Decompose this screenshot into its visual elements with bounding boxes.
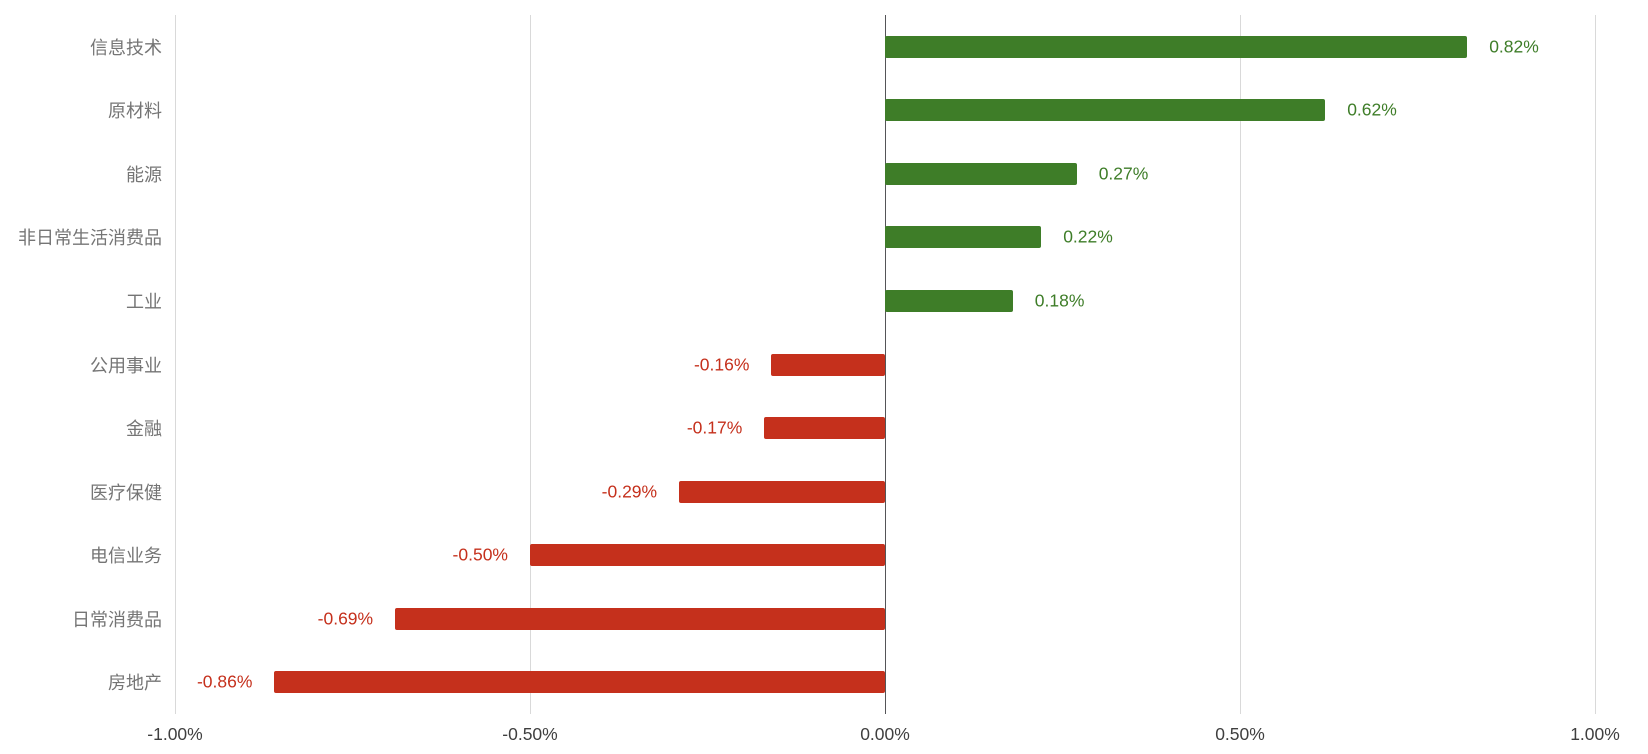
category-label: 金融 bbox=[126, 419, 162, 440]
negative-bar-11 bbox=[274, 671, 885, 694]
category-label: 原材料 bbox=[108, 101, 162, 122]
value-label: -0.50% bbox=[452, 544, 508, 565]
value-label: -0.17% bbox=[686, 417, 743, 438]
x-tick-label: 0.00% bbox=[860, 724, 910, 744]
positive-bar-5 bbox=[885, 289, 1013, 312]
value-label: -0.29% bbox=[601, 481, 658, 502]
category-label: 电信业务 bbox=[90, 546, 162, 567]
value-label: -0.69% bbox=[317, 608, 374, 629]
positive-bar-3 bbox=[885, 162, 1077, 185]
positive-bar-4 bbox=[885, 226, 1042, 249]
value-label: 0.62% bbox=[1347, 99, 1397, 120]
positive-bar-2 bbox=[885, 99, 1326, 122]
gridline bbox=[1594, 15, 1596, 714]
value-label: 0.22% bbox=[1063, 226, 1113, 247]
zero-baseline bbox=[884, 15, 886, 714]
category-label: 医疗保健 bbox=[90, 482, 162, 503]
negative-bar-8 bbox=[679, 480, 885, 503]
category-label: 工业 bbox=[126, 291, 162, 312]
category-label: 非日常生活消费品 bbox=[18, 228, 162, 249]
x-tick-label: 1.00% bbox=[1570, 724, 1620, 744]
negative-bar-10 bbox=[395, 607, 885, 630]
value-label: -0.16% bbox=[693, 354, 750, 374]
category-label: 日常消费品 bbox=[72, 609, 162, 630]
category-label: 信息技术 bbox=[90, 37, 162, 58]
category-label: 公用事业 bbox=[90, 355, 162, 376]
negative-bar-7 bbox=[764, 417, 885, 440]
negative-bar-6 bbox=[771, 353, 885, 376]
value-label: -0.86% bbox=[196, 671, 253, 692]
category-label: 能源 bbox=[126, 164, 162, 185]
gridline bbox=[174, 15, 176, 714]
gridline bbox=[529, 15, 531, 714]
x-tick-label: 0.50% bbox=[1215, 724, 1265, 744]
gridline bbox=[1239, 15, 1241, 714]
x-tick-label: -0.50% bbox=[502, 724, 558, 744]
positive-bar-1 bbox=[885, 35, 1468, 58]
negative-bar-9 bbox=[530, 544, 885, 567]
value-label: 0.18% bbox=[1034, 290, 1085, 311]
value-label: 0.82% bbox=[1489, 36, 1539, 57]
value-label: 0.27% bbox=[1098, 163, 1149, 184]
x-tick-label: -1.00% bbox=[147, 724, 203, 744]
category-label: 房地产 bbox=[108, 673, 162, 694]
